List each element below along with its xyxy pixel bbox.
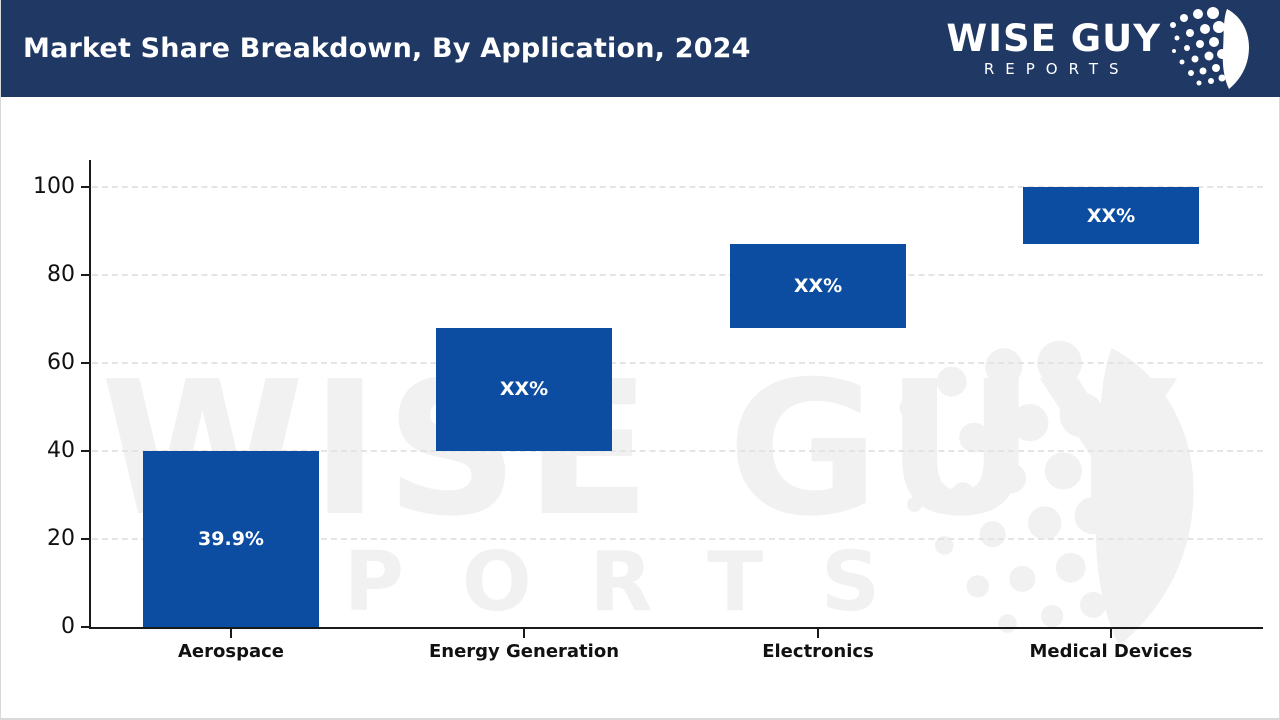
y-tick-60 (81, 362, 90, 364)
bar-value-label: XX% (1086, 204, 1136, 227)
gridline-20 (92, 538, 1263, 540)
gridline-60 (92, 362, 1263, 364)
y-tick-label-100: 100 (33, 174, 75, 199)
logo-text: WISE GUY REPORTS (946, 20, 1161, 78)
bar-energy-generation: XX% (436, 327, 612, 451)
x-axis-line (89, 627, 1263, 629)
x-category-label: Aerospace (177, 641, 284, 662)
logo-subtitle: REPORTS (983, 59, 1130, 78)
bar-value-label: XX% (793, 274, 843, 297)
x-tick-2 (523, 629, 525, 638)
y-tick-label-20: 20 (47, 526, 75, 551)
gridline-100 (92, 186, 1263, 188)
chart-title: Market Share Breakdown, By Application, … (23, 33, 751, 64)
gridline-40 (92, 450, 1263, 452)
y-tick-label-0: 0 (61, 614, 75, 639)
logo-face-icon (1170, 6, 1249, 89)
x-tick-1 (230, 629, 232, 638)
y-tick-0 (81, 626, 90, 628)
logo-wordmark: WISE GUY (946, 16, 1161, 60)
bar-electronics: XX% (730, 244, 906, 328)
y-axis-line (89, 160, 91, 629)
x-category-label: Electronics (762, 641, 874, 662)
bar-medical-devices: XX% (1023, 187, 1199, 245)
y-tick-20 (81, 538, 90, 540)
bar-value-label: XX% (499, 378, 549, 401)
y-tick-label-60: 60 (47, 350, 75, 375)
x-category-label: Energy Generation (428, 641, 620, 662)
gridline-80 (92, 274, 1263, 276)
x-category-label: Medical Devices (1029, 641, 1193, 662)
y-tick-label-40: 40 (47, 438, 75, 463)
y-tick-40 (81, 450, 90, 452)
y-tick-label-80: 80 (47, 262, 75, 287)
bar-value-label: 39.9% (198, 528, 264, 551)
bar-aerospace: 39.9% (143, 451, 319, 627)
x-tick-3 (817, 629, 819, 638)
y-tick-80 (81, 274, 90, 276)
waterfall-chart: WISE GUY PORTS 0 20 40 60 80 100 39.9% Aerospac… (1, 97, 1280, 720)
x-tick-4 (1110, 629, 1112, 638)
wise-guy-reports-logo: WISE GUY REPORTS (946, 6, 1251, 91)
header-bar: Market Share Breakdown, By Application, … (1, 0, 1280, 97)
y-tick-100 (81, 186, 90, 188)
